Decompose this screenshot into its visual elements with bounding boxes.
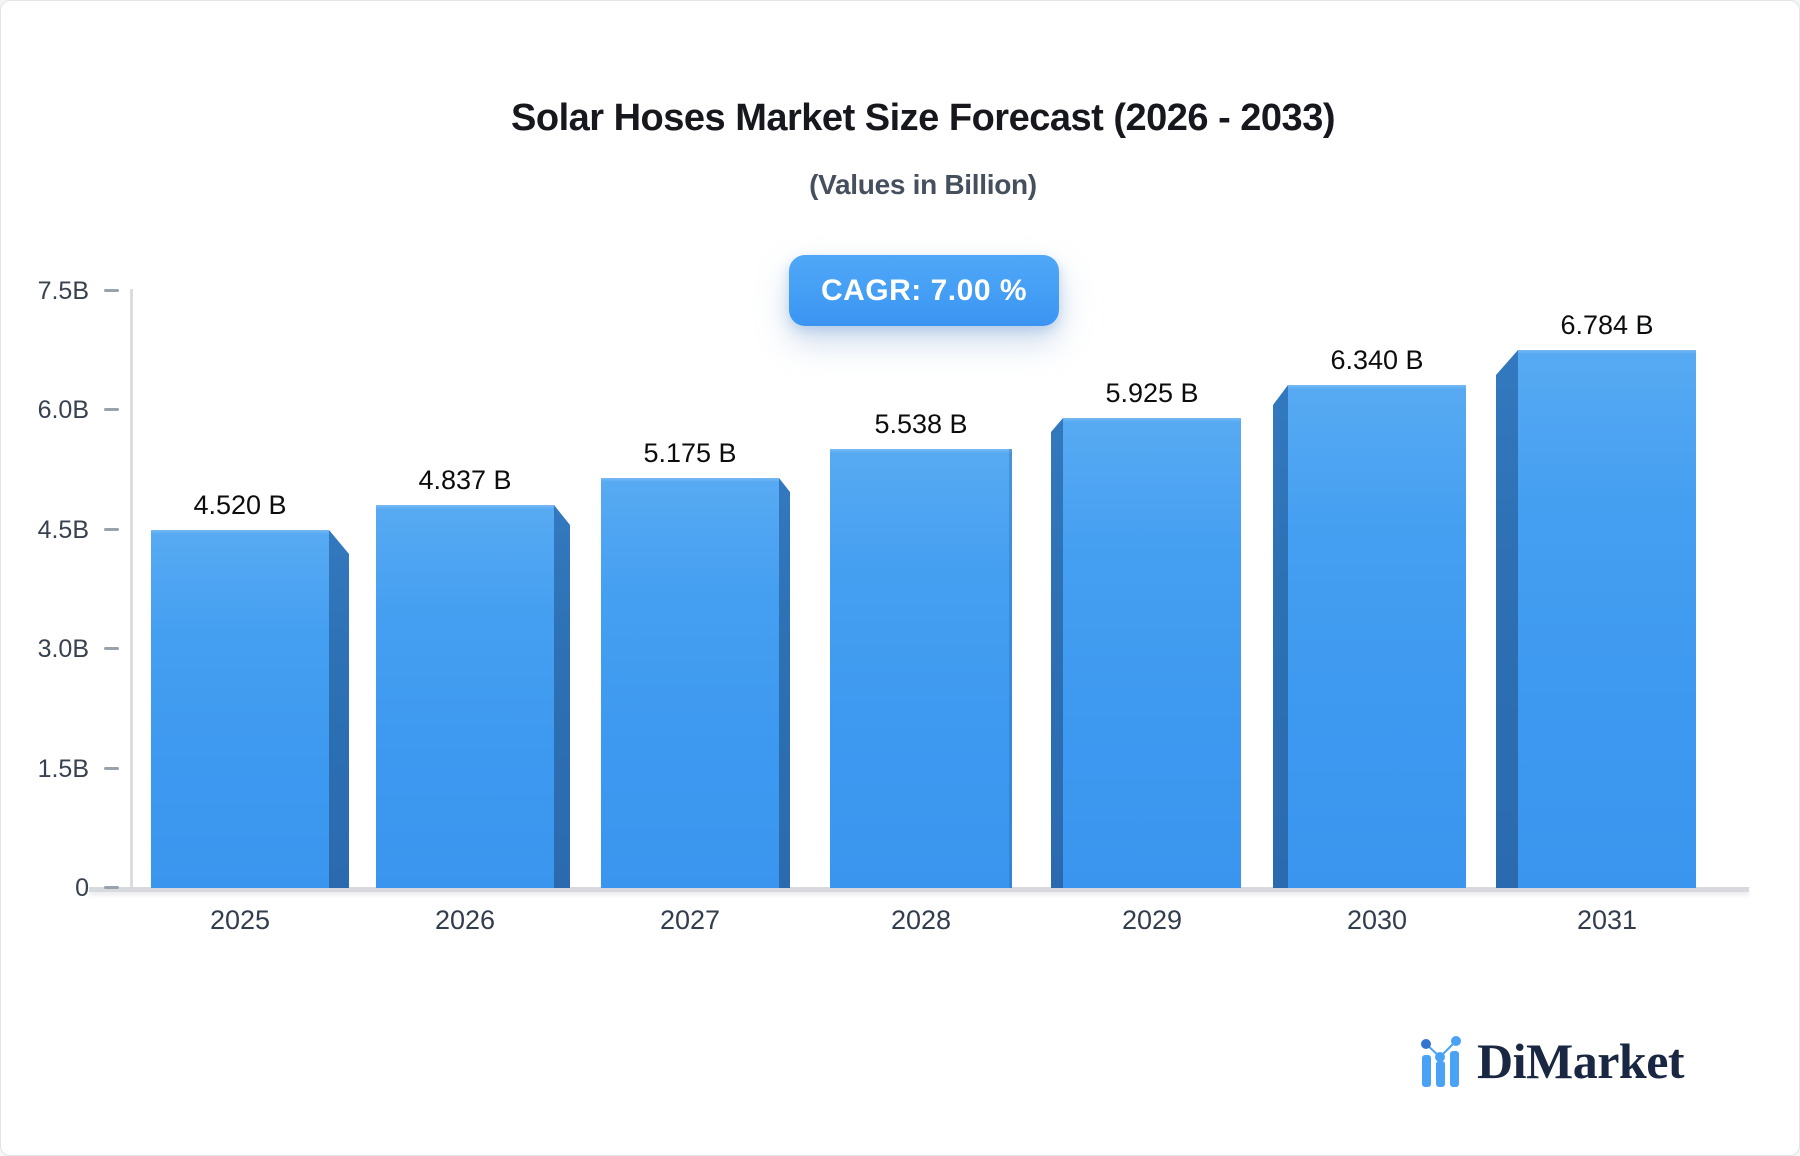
chart-bar[interactable] [601,478,779,888]
y-axis-line [130,289,133,889]
x-axis-category-label: 2025 [209,905,271,935]
y-tick-label: 1.5B [37,755,89,783]
y-tick-label: 7.5B [37,277,89,305]
cagr-badge-label: CAGR: 7.00 % [820,273,1028,307]
y-tick-mark [104,289,119,292]
chart-bar-3d-side [329,530,349,888]
y-tick-mark [104,528,119,531]
chart-subtitle: (Values in Billion) [809,169,1037,200]
chart-bar[interactable] [1063,418,1241,888]
x-axis-category-label: 2031 [1576,905,1638,935]
y-tick-label: 3.0B [37,635,89,663]
bar-value-label: 5.175 B [643,438,737,468]
x-axis-category-label: 2029 [1121,905,1183,935]
x-axis-category-label: 2028 [890,905,952,935]
y-tick-mark [104,886,119,889]
brand-logo: DiMarket [1421,1033,1685,1089]
chart-bar-3d-side [1496,350,1518,888]
bar-value-label: 5.538 B [874,409,968,439]
brand-logo-text: DiMarket [1477,1033,1685,1089]
x-axis-category-label: 2030 [1346,905,1408,935]
bar-value-label: 6.784 B [1560,310,1654,340]
chart-bar-3d-side [779,478,790,888]
x-axis-category-label: 2026 [434,905,496,935]
y-tick-mark [104,767,119,770]
chart-bar-3d-side [1051,418,1063,888]
chart-title: Solar Hoses Market Size Forecast (2026 -… [511,97,1335,139]
bar-value-label: 4.837 B [418,465,512,495]
chart-bar[interactable] [1288,385,1466,888]
x-axis-baseline [89,887,1749,892]
bar-value-label: 6.340 B [1330,345,1424,375]
y-tick-label: 4.5B [37,516,89,544]
bar-value-label: 5.925 B [1105,378,1199,408]
y-tick-label: 6.0B [37,396,89,424]
cagr-badge: CAGR: 7.00 % [789,255,1059,326]
chart-bar[interactable] [376,505,554,888]
chart-bar[interactable] [830,449,1012,888]
bar-value-label: 4.520 B [193,490,287,520]
chart-bar-3d-side [554,505,570,888]
bar-chart-logo-icon [1421,1036,1461,1087]
chart-bar[interactable] [1518,350,1696,888]
y-tick-mark [104,647,119,650]
y-tick-label: 0 [75,874,89,902]
chart-bar[interactable] [151,530,329,888]
x-axis-category-label: 2027 [659,905,721,935]
y-tick-mark [104,408,119,411]
chart-bar-3d-side [1273,385,1288,888]
